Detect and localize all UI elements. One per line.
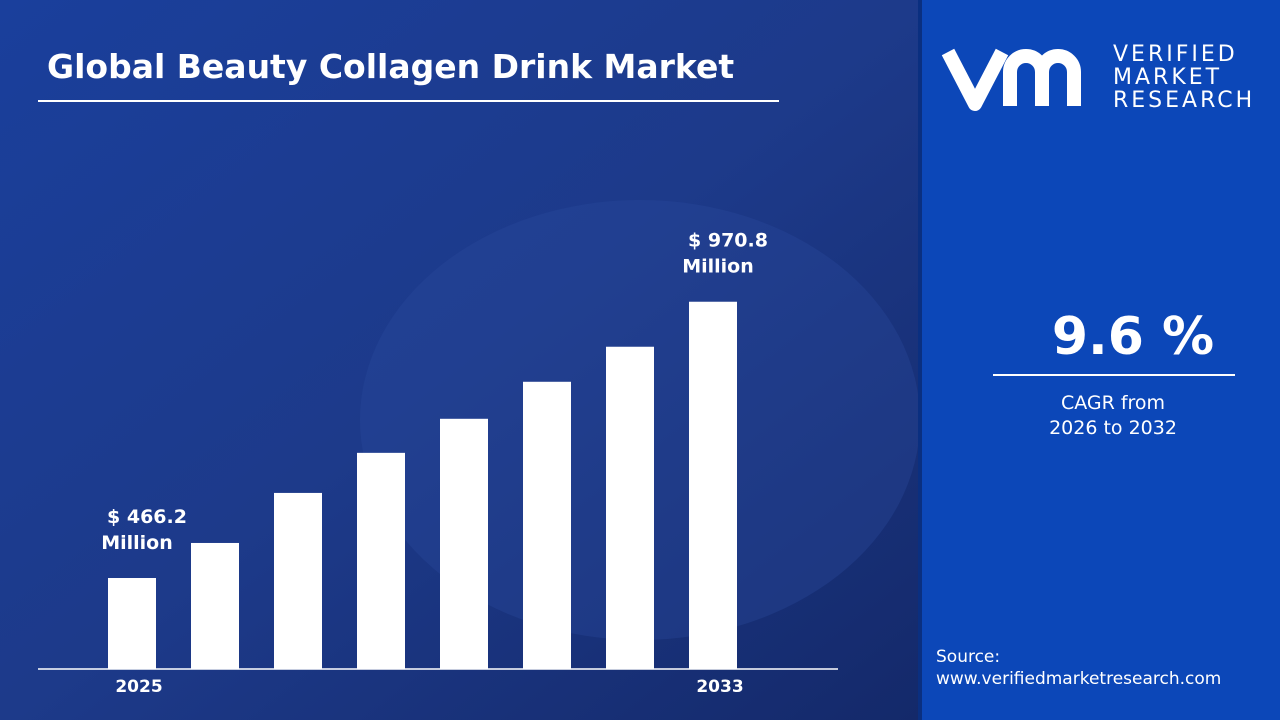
data-label: $ 970.8 Million	[682, 230, 768, 278]
logo-text: VERIFIED	[1113, 42, 1238, 67]
data-label: $ 466.2 Million	[101, 506, 187, 554]
bar	[357, 452, 405, 669]
chart-title: Global Beauty Collagen Drink Market	[47, 47, 734, 86]
source-url: www.verifiedmarketresearch.com	[936, 669, 1221, 689]
bar	[689, 301, 737, 669]
data-label-line: $ 466.2	[107, 506, 187, 528]
logo-text: RESEARCH	[1113, 88, 1255, 113]
bar	[274, 492, 322, 669]
bar	[191, 542, 239, 669]
logo-m	[1003, 49, 1081, 106]
bar	[523, 381, 571, 669]
data-label-line: Million	[682, 256, 754, 278]
source-label: Source:	[936, 647, 1000, 667]
cagr-text: 2026 to 2032	[1049, 417, 1177, 439]
cagr-value: 9.6 %	[1052, 307, 1214, 367]
x-tick-label: 2033	[696, 677, 743, 697]
cagr-text: CAGR from	[1061, 392, 1165, 414]
logo-text: MARKET	[1113, 65, 1222, 90]
data-label-line: Million	[101, 532, 173, 554]
logo: VERIFIED MARKET RESEARCH	[941, 42, 1255, 113]
bar	[440, 418, 488, 669]
sidebar-background	[920, 0, 1280, 720]
x-tick-label: 2025	[115, 677, 162, 697]
bar	[606, 346, 654, 669]
logo-v	[941, 48, 1009, 111]
data-label-line: $ 970.8	[688, 230, 768, 252]
bar	[108, 578, 156, 669]
